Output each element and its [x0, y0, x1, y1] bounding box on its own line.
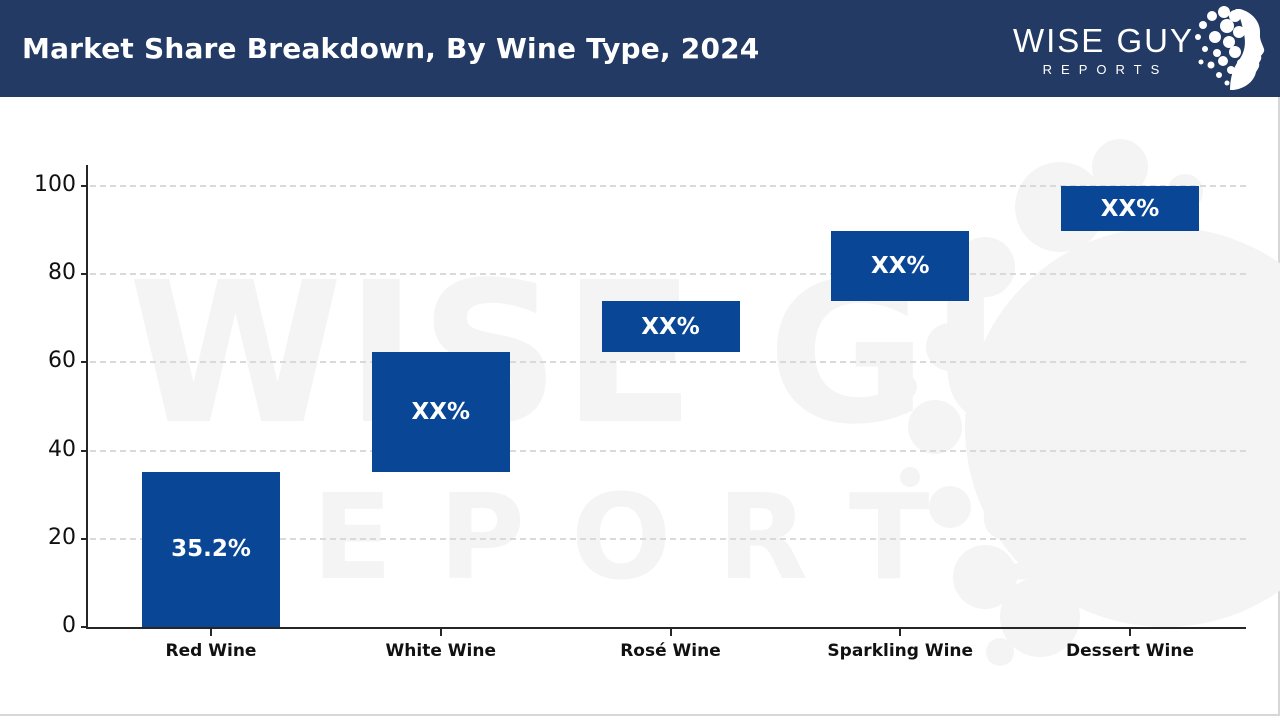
y-tick-label: 0	[62, 613, 76, 638]
bar-sparkling-wine: XX%	[831, 231, 970, 302]
bar-ros-wine: XX%	[601, 301, 740, 353]
y-axis-tick	[81, 361, 88, 364]
bar-dessert-wine: XX%	[1061, 186, 1199, 232]
chart-area: 0 20 40 60 80 100 35.2% Red Wine XX% White Wine XX…	[0, 97, 1280, 720]
y-axis-tick	[81, 626, 88, 628]
y-tick-label: 80	[48, 260, 76, 286]
page-title: Market Share Breakdown, By Wine Type, 20…	[22, 32, 760, 65]
bar-value-label: XX%	[641, 313, 700, 340]
y-axis-tick	[81, 273, 88, 276]
logo-wordmark: WISE GUY	[1012, 21, 1194, 59]
gridline	[90, 537, 1246, 540]
watermark-face-icon	[893, 139, 1280, 666]
bar-value-label: 35.2%	[171, 536, 251, 563]
x-tick-label: Rosé Wine	[620, 641, 721, 661]
x-tick-label: White Wine	[385, 641, 496, 661]
x-tick-label: Red Wine	[165, 641, 257, 661]
y-tick-label: 40	[48, 436, 76, 462]
y-axis-tick	[81, 185, 88, 187]
wise-guy-logo: WISE GUY REPORTS	[1013, 6, 1266, 92]
bar-red-wine: 35.2%	[142, 471, 280, 627]
x-axis-tick	[210, 629, 212, 636]
gridline	[90, 361, 1246, 364]
y-axis-line	[86, 165, 88, 629]
y-axis-tick	[81, 537, 88, 540]
bar-value-label: XX%	[870, 253, 930, 280]
logo-subtitle: REPORTS	[1042, 61, 1169, 77]
x-axis-tick	[899, 629, 902, 636]
bottom-border-line	[0, 714, 1280, 716]
x-axis-tick	[669, 629, 672, 636]
y-tick-label: 60	[48, 348, 76, 374]
x-tick-label: Dessert Wine	[1065, 641, 1195, 661]
x-axis-line	[86, 627, 1246, 629]
gridline	[90, 273, 1246, 276]
y-axis-tick	[81, 449, 88, 452]
bar-white-wine: XX%	[371, 352, 510, 472]
x-axis-tick	[439, 629, 442, 636]
logo-text: WISE GUY REPORTS	[1013, 22, 1194, 77]
gridline	[90, 185, 1246, 187]
logo-face-icon	[1195, 6, 1265, 90]
y-tick-label: 20	[48, 524, 76, 550]
x-tick-label: Sparkling Wine	[827, 641, 974, 661]
gridline	[90, 449, 1246, 452]
bar-value-label: XX%	[1100, 195, 1160, 222]
header-bar: Market Share Breakdown, By Wine Type, 20…	[0, 0, 1280, 97]
bar-value-label: XX%	[411, 399, 470, 425]
y-tick-label: 100	[34, 172, 76, 197]
x-axis-tick	[1129, 629, 1131, 636]
